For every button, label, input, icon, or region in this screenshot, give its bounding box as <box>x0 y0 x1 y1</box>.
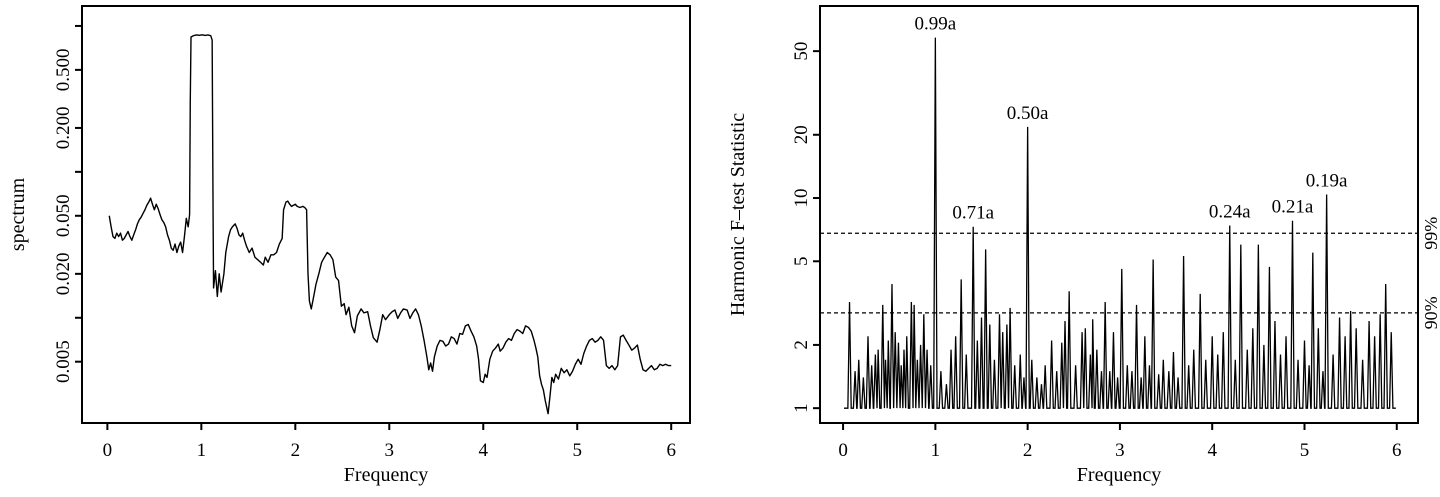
x-tick-label: 0 <box>838 440 848 461</box>
x-tick-label: 2 <box>1023 440 1033 461</box>
y-axis-title: Harmonic F–test Statistic <box>727 113 749 316</box>
x-tick-label: 1 <box>931 440 941 461</box>
spectrum-estimate-line <box>108 34 672 415</box>
f-test-panel: 0 1 2 3 4 5 6 1 2 5 10 20 50 Frequency Harmonic F–test… <box>720 0 1440 492</box>
y-tick-label: 50 <box>791 42 812 61</box>
x-tick-label: 3 <box>385 440 395 461</box>
x-tick-label: 6 <box>666 440 676 461</box>
y-tick-label: 5 <box>791 257 812 267</box>
threshold-label: 90% <box>1421 296 1440 329</box>
peak-label: 0.19a <box>1306 170 1348 191</box>
peak-label: 0.50a <box>1007 103 1049 124</box>
y-axis-title: spectrum <box>7 177 29 251</box>
peak-label: 0.71a <box>952 203 994 224</box>
y-tick-label: 0.020 <box>53 252 74 295</box>
plot-box <box>81 5 691 424</box>
x-axis-title: Frequency <box>1077 464 1161 486</box>
spectrum-panel: 0 1 2 3 4 5 6 0.005 0.020 0.050 0.200 0.500 Frequenc… <box>0 0 720 492</box>
f-statistic-line <box>843 37 1396 409</box>
y-tick-label: 20 <box>791 125 812 144</box>
x-tick-label: 5 <box>1300 440 1310 461</box>
spectrum-chart: 0 1 2 3 4 5 6 0.005 0.020 0.050 0.200 0.500 Frequenc… <box>7 5 691 486</box>
y-tick-label: 1 <box>791 403 812 413</box>
peak-label: 0.21a <box>1272 197 1314 218</box>
x-tick-label: 6 <box>1392 440 1402 461</box>
y-tick-label: 0.050 <box>53 194 74 237</box>
x-tick-label: 1 <box>197 440 207 461</box>
peak-label: 0.99a <box>915 14 957 35</box>
x-axis-title: Frequency <box>344 464 428 486</box>
x-tick-label: 0 <box>103 440 113 461</box>
x-tick-label: 4 <box>479 440 489 461</box>
y-tick-label: 0.500 <box>53 48 74 91</box>
y-tick-label: 0.200 <box>53 107 74 150</box>
y-tick-label: 10 <box>791 189 812 208</box>
peak-label: 0.24a <box>1209 202 1251 223</box>
x-tick-label: 3 <box>1115 440 1125 461</box>
f-test-chart: 0 1 2 3 4 5 6 1 2 5 10 20 50 Frequency Harmonic F–test… <box>727 5 1440 486</box>
y-tick-label: 2 <box>791 340 812 350</box>
y-tick-label: 0.005 <box>53 340 74 383</box>
x-tick-label: 4 <box>1207 440 1217 461</box>
x-tick-label: 5 <box>572 440 582 461</box>
threshold-label: 99% <box>1421 217 1440 250</box>
x-tick-label: 2 <box>291 440 301 461</box>
